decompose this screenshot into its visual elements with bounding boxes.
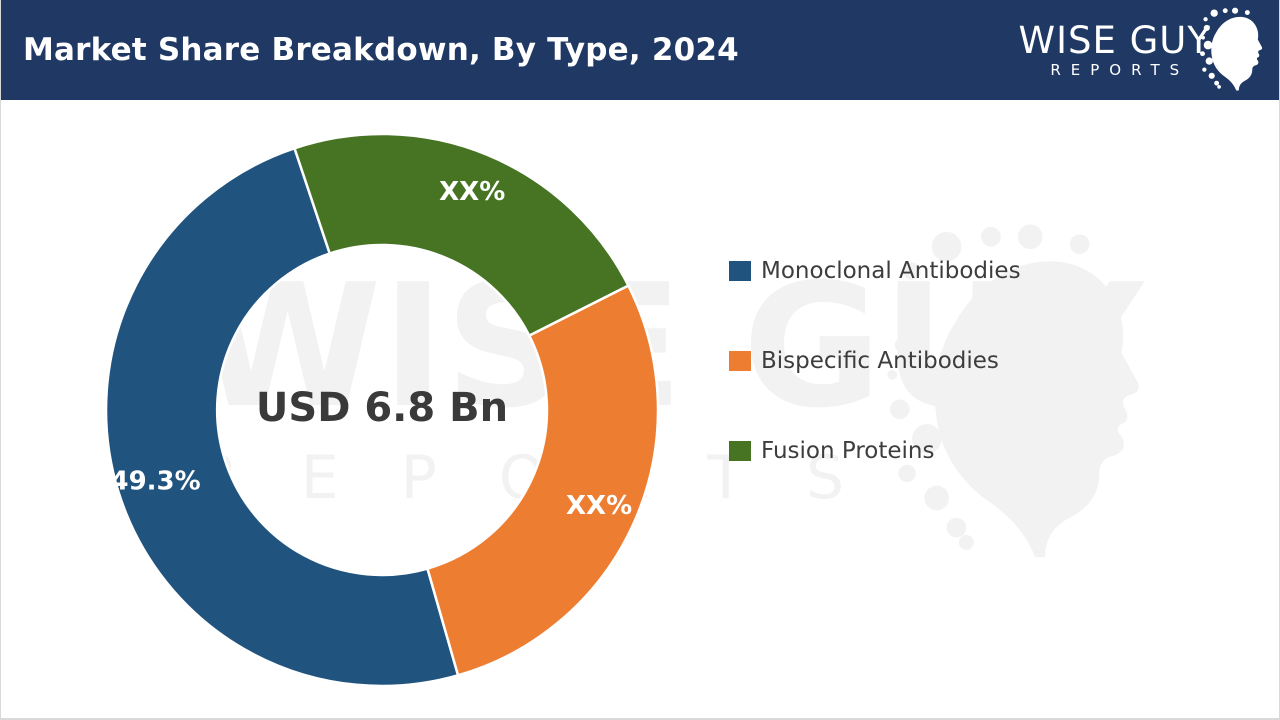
legend-swatch [729, 261, 751, 281]
legend-swatch [729, 351, 751, 371]
logo-wiseguy-label: WISE GUY [1018, 19, 1211, 62]
donut-slice-monoclonal-antibodies [104, 147, 460, 688]
donut-slice-fusion-proteins [293, 132, 630, 337]
legend-label: Fusion Proteins [761, 437, 935, 464]
watermark-face-profile-icon [887, 224, 1139, 558]
donut-chart: XX% XX% 49.3% [104, 132, 660, 688]
logo-reports-label: REPORTS [1050, 61, 1190, 79]
slice-value-label: 49.3% [110, 466, 200, 496]
wise-guy-reports-logo: WISE GUY REPORTS [1019, 7, 1267, 93]
legend-label: Bispecific Antibodies [761, 347, 999, 374]
legend-item-fusion-proteins: Fusion Proteins [729, 438, 1021, 464]
slice-value-label: XX% [439, 177, 505, 207]
legend-swatch [729, 441, 751, 461]
donut-slice-bispecific-antibodies [426, 284, 660, 677]
page-title: Market Share Breakdown, By Type, 2024 [23, 32, 739, 68]
chart-legend: Monoclonal Antibodies Bispecific Antibodi… [729, 258, 1021, 528]
header-bar: Market Share Breakdown, By Type, 2024 WI… [1, 0, 1279, 100]
legend-item-monoclonal-antibodies: Monoclonal Antibodies [729, 258, 1021, 284]
logo-face-profile-icon [1200, 7, 1263, 91]
slice-value-label: XX% [566, 491, 632, 521]
legend-item-bispecific-antibodies: Bispecific Antibodies [729, 348, 1021, 374]
legend-label: Monoclonal Antibodies [761, 257, 1021, 284]
chart-center-value: USD 6.8 Bn [255, 385, 509, 431]
logo-text: WISE GUY REPORTS [1019, 22, 1211, 78]
